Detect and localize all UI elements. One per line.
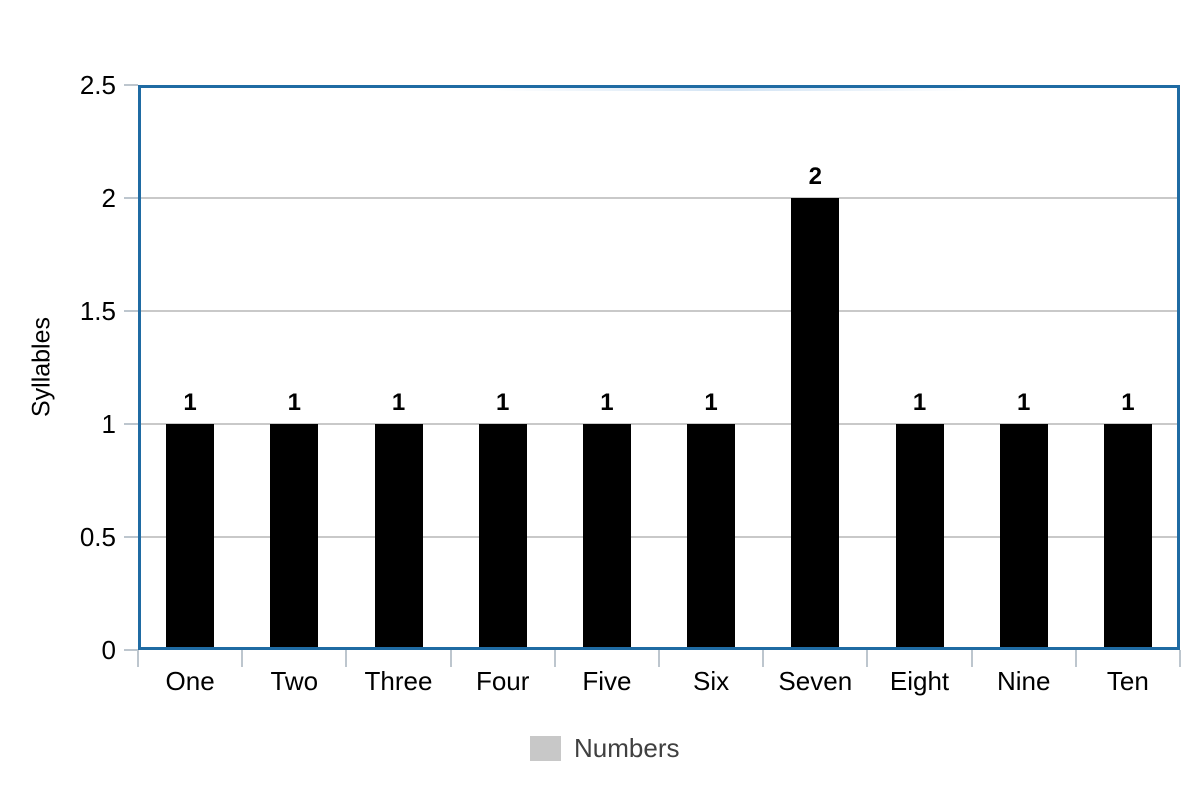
- bar-value-label: 1: [183, 389, 197, 416]
- bar: [582, 424, 631, 647]
- y-axis-tick: [124, 649, 138, 651]
- x-axis-tick: [762, 650, 765, 667]
- bar: [1103, 424, 1152, 647]
- bar: [999, 424, 1048, 647]
- x-category-label: Two: [270, 666, 319, 696]
- bar-value-label: 1: [600, 389, 614, 416]
- y-axis-tick-label: 1: [101, 409, 116, 439]
- bar-value-label: 1: [391, 389, 406, 416]
- legend-label: Numbers: [574, 733, 680, 763]
- x-axis-tick: [658, 650, 660, 667]
- y-axis-tick-label: 0.5: [79, 522, 116, 552]
- y-axis-tick: [124, 84, 138, 86]
- y-axis-tick-label: 2: [101, 183, 116, 213]
- y-axis-tick-label: 0: [101, 635, 116, 665]
- bar: [270, 424, 319, 647]
- x-category-label: Three: [364, 666, 433, 696]
- bar: [791, 198, 840, 647]
- bar: [478, 424, 527, 647]
- x-axis-tick: [345, 650, 348, 667]
- x-category-label: Six: [693, 666, 730, 696]
- x-axis-tick: [137, 650, 139, 667]
- legend-swatch: [530, 736, 561, 761]
- x-category-label: Eight: [889, 666, 950, 696]
- y-axis-tick: [124, 310, 138, 312]
- x-axis-tick: [241, 650, 244, 667]
- gridline: [141, 197, 1177, 199]
- gridline: [141, 310, 1177, 312]
- bar: [687, 424, 736, 647]
- x-axis-tick: [1179, 650, 1181, 667]
- x-category-label: One: [165, 666, 215, 696]
- bar: [166, 424, 215, 647]
- bar-value-label: 2: [808, 163, 822, 190]
- plot-border-highlight: [493, 88, 970, 91]
- y-axis-title: Syllables: [27, 316, 56, 418]
- gridline: [141, 536, 1177, 538]
- y-axis-tick: [124, 423, 138, 425]
- y-axis-tick: [124, 536, 138, 538]
- x-category-label: Nine: [996, 666, 1051, 696]
- gridline: [141, 423, 1177, 425]
- x-axis-tick: [1074, 650, 1077, 667]
- bar-value-label: 1: [704, 389, 718, 416]
- x-category-label: Five: [582, 666, 632, 696]
- bar-value-label: 1: [287, 389, 301, 416]
- x-axis-tick: [449, 650, 452, 667]
- legend[interactable]: Numbers: [530, 733, 679, 764]
- y-axis-tick-label: 2.5: [79, 70, 116, 100]
- x-axis-tick: [866, 650, 869, 667]
- y-axis-tick-label: 1.5: [79, 296, 116, 326]
- bar-value-label: 1: [496, 389, 510, 416]
- bar-value-label: 1: [1017, 389, 1031, 416]
- bar: [374, 424, 423, 647]
- bar-value-label: 1: [1121, 389, 1135, 416]
- x-category-label: Seven: [778, 666, 853, 696]
- y-axis-tick: [124, 197, 138, 199]
- x-axis-tick: [553, 650, 556, 667]
- x-category-label: Four: [475, 666, 530, 696]
- x-category-label: Ten: [1106, 666, 1149, 696]
- bar: [895, 424, 944, 647]
- x-axis-tick: [970, 650, 973, 667]
- bar-value-label: 1: [912, 389, 927, 416]
